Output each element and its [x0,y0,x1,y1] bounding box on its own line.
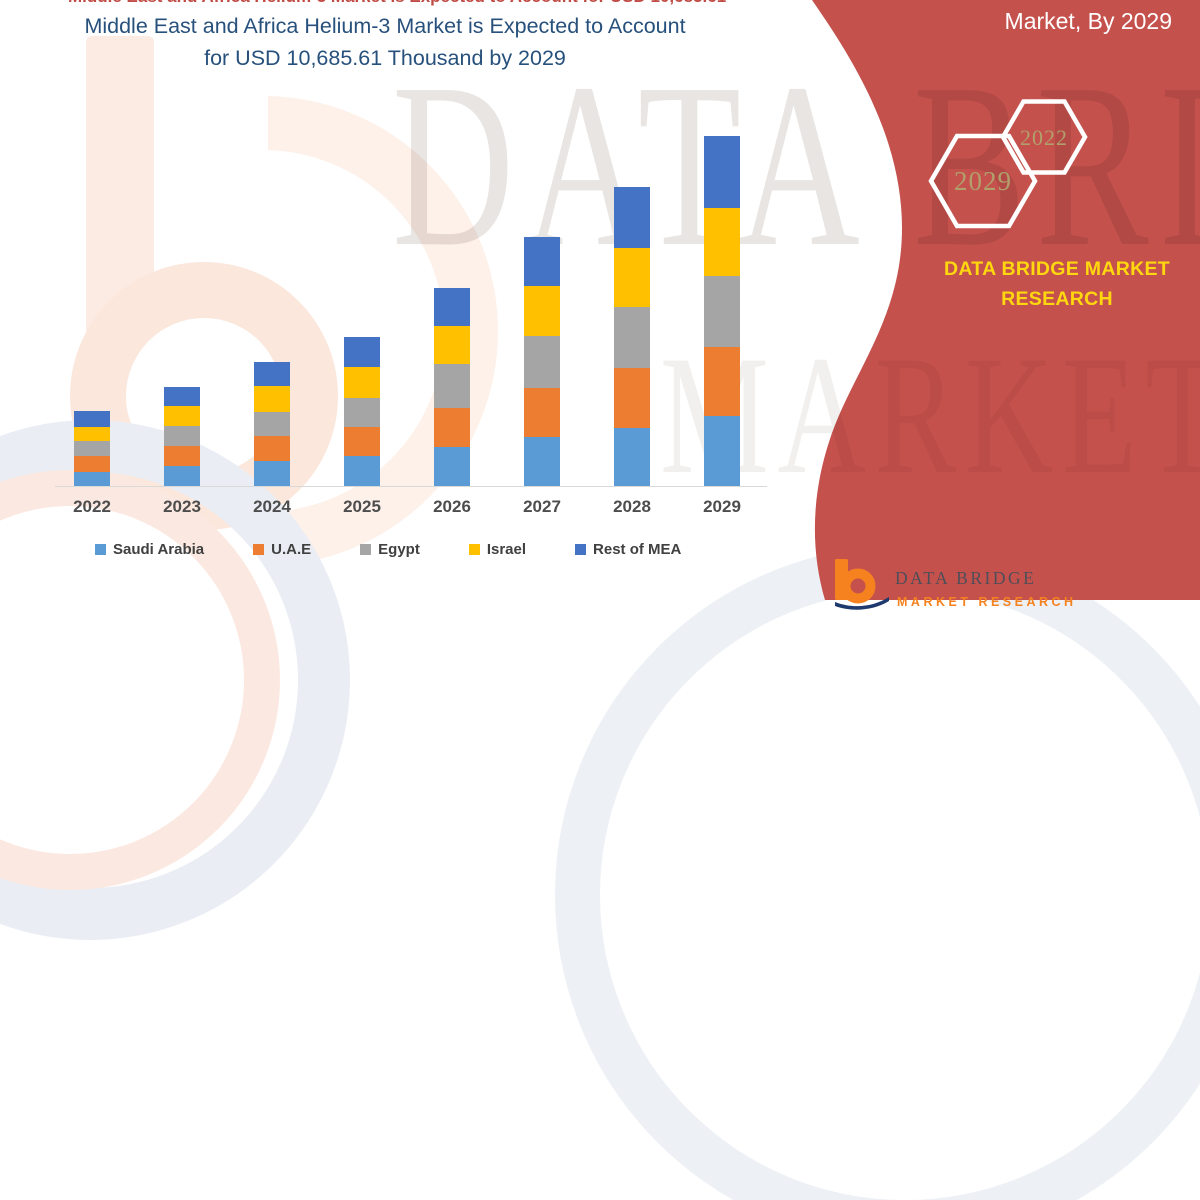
bar-segment [614,247,650,307]
year-label: 2023 [163,497,201,516]
stacked-bar-chart [55,120,767,487]
stacked-bar-2026 [434,287,470,486]
cropped-top-text: Middle East and Africa Helium-3 Market i… [68,0,726,7]
year-label: 2028 [613,497,651,516]
bar-segment [74,427,110,441]
bar-segment [164,466,200,486]
legend-item: Saudi Arabia [95,541,204,558]
bar-segment [74,441,110,456]
hexagon-2022-label: 2022 [1020,125,1068,150]
bar-segment [614,428,650,486]
bar-segment [164,446,200,467]
stacked-bar-2027 [524,236,560,486]
brand-text: DATA BRIDGE MARKET RESEARCH [918,254,1196,314]
bar-segment [524,286,560,337]
bar-segment [614,187,650,248]
page-title-line1: Middle East and Africa Helium-3 Market i… [84,14,686,38]
hexagon-2029-label: 2029 [954,166,1012,196]
bar-segment [704,347,740,417]
x-axis-labels: 2022 2023 2024 2025 2026 2027 2028 2029 [55,497,767,519]
legend-swatch [360,544,372,555]
bar-segment [164,426,200,447]
hexagon-2029 [928,133,1038,229]
bar-segment [524,388,560,438]
page-title-line2: for USD 10,685.61 Thousand by 2029 [204,46,566,70]
bar-segment [344,398,380,428]
legend-swatch [575,544,587,555]
brand-text-line1: DATA BRIDGE MARKET [943,258,1171,280]
bar-segment [524,437,560,486]
legend-swatch [253,544,265,555]
legend-label: Israel [486,541,527,558]
legend-label: U.A.E [271,541,312,558]
year-label: 2027 [523,497,561,516]
bar-segment [254,436,290,462]
bar-segment [254,386,290,413]
bar-segment [614,306,650,369]
bar-segment [164,406,200,427]
bar-segment [74,411,110,427]
bar-segment [74,456,110,472]
footer-logo-brand: DATA BRIDGE [895,568,1037,588]
year-label: 2025 [343,497,381,516]
bar-segment [344,336,380,368]
legend-label: Saudi Arabia [113,541,205,558]
bar-segment [434,447,470,486]
legend-label: Rest of MEA [593,541,682,558]
legend-swatch [468,544,480,555]
bar-segment [254,461,290,486]
bar-segment [434,287,470,327]
bar-segment [164,386,200,407]
stacked-bar-2029 [704,136,740,486]
stacked-bar-2023 [164,386,200,486]
legend-item: U.A.E [253,541,311,558]
year-label: 2022 [73,497,111,516]
legend-label: Egypt [378,541,420,558]
legend-swatch [95,544,106,555]
red-panel-shape [812,0,1200,600]
stacked-bar-2022 [74,411,110,486]
red-side-panel [812,0,1200,600]
bar-segment [704,275,740,348]
bar-segment [254,361,290,387]
stacked-bar-2028 [614,187,650,486]
legend: Saudi Arabia U.A.E Egypt Israel Rest of MEA [95,541,681,558]
bar-segment [614,368,650,429]
market-by-label: Market, By 2029 [1004,8,1172,34]
x-axis-line [55,486,767,487]
page-title: Middle East and Africa Helium-3 Market i… [40,10,730,74]
bar-segment [434,408,470,448]
legend-item: Israel [468,541,527,558]
bar-segment [434,326,470,365]
bar-segment [434,364,470,409]
bar-segment [524,336,560,389]
stacked-bar-2024 [254,361,290,486]
legend-item: Rest of MEA [575,541,681,558]
hexagon-badges: 2022 2029 [928,99,1088,229]
data-bridge-logo-icon [835,559,889,610]
bar-segment [524,236,560,287]
bar-segment [344,427,380,457]
bar-segment [254,412,290,437]
legend-item: Egypt [360,541,420,558]
bar-segment [344,367,380,399]
ghost-ring-blue-right [555,545,1200,1200]
footer-logo: DATA BRIDGE MARKET RESEARCH [835,557,1155,617]
bar-segment [704,207,740,276]
footer-logo-subtext: MARKET RESEARCH [897,595,1077,609]
hexagon-2022 [1000,99,1088,175]
year-label: 2024 [253,497,291,516]
bar-segment [704,136,740,208]
bar-segment [704,416,740,486]
brand-text-line2: RESEARCH [1001,288,1113,310]
year-label: 2029 [703,497,741,516]
stacked-bar-2025 [344,336,380,486]
year-label: 2026 [433,497,471,516]
bar-segment [344,456,380,486]
bar-segment [74,472,110,486]
